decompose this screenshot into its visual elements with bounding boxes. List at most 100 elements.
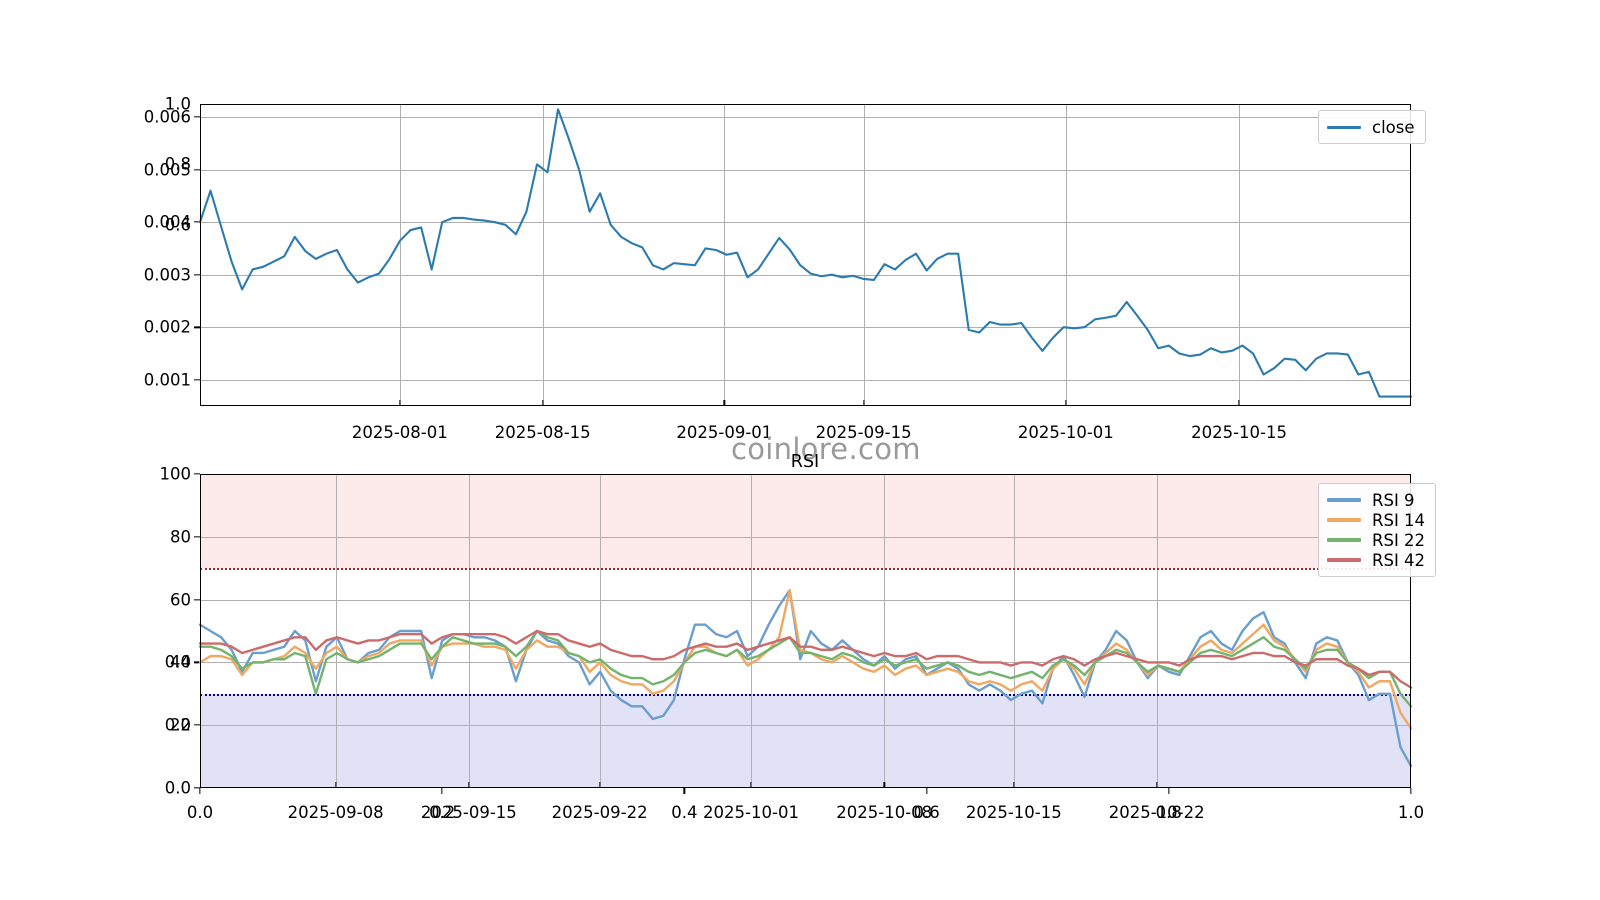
gridline-vertical: [399, 104, 401, 406]
rsi-x-tick-label: 2025-10-01: [703, 803, 799, 822]
tick-mark: [194, 598, 200, 601]
price-x-tick-label: 2025-10-15: [1191, 423, 1287, 442]
overbought-threshold-line: [200, 568, 1411, 571]
price-x-tick-label: 2025-08-01: [351, 423, 448, 442]
price-x-tick-label: 2025-08-15: [494, 423, 591, 442]
legend-item[interactable]: RSI 9: [1327, 490, 1425, 510]
tick-mark: [194, 724, 200, 726]
tick-mark: [1013, 782, 1015, 788]
rsi-secondary-x-tick-label: 0.8: [1155, 803, 1182, 822]
gridline-horizontal: [200, 662, 1411, 664]
gridline-horizontal: [200, 599, 1411, 601]
price-secondary-y-tick-label: 0.8: [164, 154, 191, 174]
gridline-horizontal: [200, 379, 1411, 381]
tick-mark: [1410, 788, 1412, 794]
tick-mark: [862, 400, 865, 406]
watermark-text: coinlore.com: [731, 432, 921, 466]
rsi-secondary-x-tick-label: 1.0: [1397, 803, 1425, 822]
legend-item[interactable]: RSI 14: [1327, 510, 1425, 530]
price-x-tick-label: 2025-10-01: [1017, 423, 1114, 442]
gridline-vertical: [599, 474, 601, 788]
legend-label: RSI 22: [1372, 530, 1426, 550]
gridline-horizontal: [200, 117, 1411, 119]
tick-mark: [194, 168, 200, 171]
rsi-y-tick-label: 20: [170, 715, 191, 735]
tick-mark: [399, 400, 401, 406]
gridline-vertical: [1013, 474, 1015, 788]
price-y-tick-label: 0.005: [143, 160, 191, 180]
price-x-tick-label: 2025-09-01: [676, 423, 773, 442]
tick-mark: [441, 788, 443, 794]
tick-mark: [334, 782, 337, 788]
tick-mark: [468, 782, 470, 788]
legend-item[interactable]: RSI 22: [1327, 530, 1425, 550]
rsi-y-tick-label: 80: [170, 527, 191, 547]
price-y-tick-label: 0.004: [143, 212, 191, 232]
rsi-y-tick-label: 0.0: [164, 778, 191, 798]
tick-mark: [1238, 400, 1240, 406]
gridline-horizontal: [200, 222, 1411, 224]
tick-mark: [683, 788, 686, 794]
tick-mark: [194, 787, 200, 789]
price-y-tick-label: 0.001: [143, 370, 191, 390]
rsi-chart-panel: 100 80 60 40 20 0.0 0.4 0.2 2025-09-08 2025-09-…: [0, 450, 1600, 900]
rsi-secondary-y-tick-label: 0.2: [164, 715, 191, 735]
gridline-vertical: [1065, 104, 1067, 406]
rsi-threshold-bands: [200, 474, 1411, 788]
rsi-legend[interactable]: RSI 9 RSI 14 RSI 22 RSI 42: [1318, 483, 1437, 577]
rsi-x-tick-label: 2025-09-22: [551, 803, 648, 822]
legend-item[interactable]: RSI 42: [1327, 550, 1425, 570]
price-legend[interactable]: close: [1318, 110, 1426, 144]
tick-mark: [542, 400, 544, 406]
tick-mark: [883, 782, 885, 788]
rsi-x-tick-label: 2025-09-15: [420, 803, 517, 822]
tick-mark: [194, 473, 200, 475]
price-x-tick-label: 2025-09-15: [815, 423, 912, 442]
rsi-y-tick-label: 40: [170, 652, 191, 672]
tick-mark: [1156, 782, 1158, 788]
price-secondary-y-tick-label: 1.0: [164, 94, 191, 114]
legend-label: RSI 9: [1372, 490, 1415, 510]
tick-mark: [194, 661, 200, 664]
legend-label: close: [1372, 117, 1415, 137]
gridline-horizontal: [200, 169, 1411, 171]
rsi-x-tick-label: 2025-09-08: [287, 803, 384, 822]
gridline-vertical: [335, 474, 337, 788]
tick-mark: [723, 400, 726, 406]
tick-mark: [925, 788, 928, 794]
legend-line-swatch: [1327, 125, 1361, 129]
tick-mark: [194, 536, 200, 538]
rsi-secondary-x-tick-label: 0.2: [429, 803, 456, 822]
tick-mark: [194, 379, 200, 381]
tick-mark: [194, 326, 200, 328]
rsi-secondary-x-tick-label: 0.0: [186, 803, 214, 822]
rsi-x-tick-label: 2025-10-15: [965, 803, 1062, 822]
price-chart-panel: 0.006 0.005 0.004 0.003 0.002 0.001 1.0 0.8 0.6…: [143, 94, 1426, 442]
legend-label: RSI 14: [1372, 510, 1426, 530]
gridline-vertical: [468, 474, 470, 788]
gridline-horizontal: [200, 536, 1411, 538]
tick-mark: [194, 274, 200, 276]
legend-line-swatch: [1327, 558, 1361, 562]
gridline-vertical: [884, 474, 886, 788]
rsi-x-tick-label: 2025-10-08: [836, 803, 933, 822]
tick-mark: [1168, 788, 1170, 794]
legend-line-swatch: [1327, 518, 1361, 522]
gridline-vertical: [751, 474, 752, 788]
legend-line-swatch: [1327, 498, 1361, 502]
tick-mark: [194, 116, 200, 118]
rsi-secondary-x-tick-label: 0.6: [913, 803, 940, 822]
rsi-secondary-x-tick-label: 0.4: [671, 803, 698, 822]
gridline-vertical: [542, 104, 544, 406]
legend-item[interactable]: close: [1327, 117, 1415, 137]
gridline-horizontal: [200, 274, 1411, 276]
rsi-x-tick-label: 2025-10-22: [1108, 803, 1205, 822]
gridline-horizontal: [200, 327, 1411, 329]
price-line-series: [198, 108, 1413, 398]
tick-mark: [1065, 400, 1067, 406]
price-y-tick-label: 0.006: [143, 107, 191, 127]
rsi-y-tick-label: 60: [170, 590, 191, 610]
price-y-tick-label: 0.003: [143, 265, 191, 285]
oversold-threshold-line: [200, 693, 1411, 696]
rsi-panel-title: RSI: [790, 452, 820, 472]
